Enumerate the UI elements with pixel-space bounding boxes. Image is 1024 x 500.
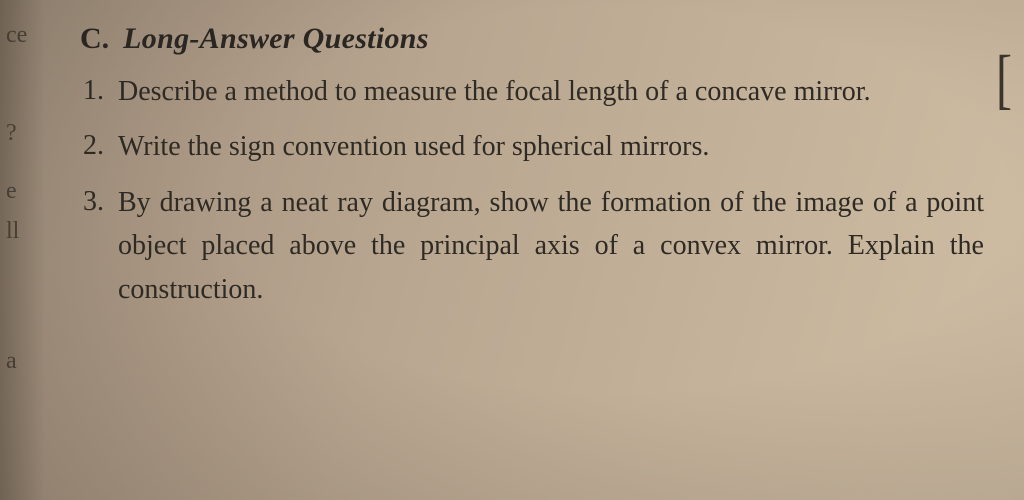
question-text: By drawing a neat ray diagram, show the …: [118, 181, 984, 311]
question-number: 3.: [76, 181, 118, 223]
page-content: C. Long-Answer Questions 1. Describe a m…: [0, 0, 1024, 343]
section-title: Long-Answer Questions: [123, 22, 429, 56]
section-letter: C.: [80, 22, 109, 56]
question-number: 1.: [76, 70, 118, 112]
question-text: Write the sign convention used for spher…: [118, 125, 984, 168]
left-margin-fragments: ce ? e ll a: [0, 0, 60, 500]
question-number: 2.: [76, 125, 118, 167]
bracket-mark: [: [996, 41, 1012, 118]
margin-frag: ce: [6, 22, 27, 49]
question-item: 3. By drawing a neat ray diagram, show t…: [76, 181, 984, 311]
margin-frag: ll: [6, 218, 19, 245]
question-item: 2. Write the sign convention used for sp…: [76, 125, 984, 168]
section-header: C. Long-Answer Questions: [80, 22, 984, 56]
question-item: 1. Describe a method to measure the foca…: [76, 70, 984, 113]
margin-frag: ?: [6, 120, 17, 147]
margin-frag: a: [6, 348, 17, 375]
question-text: Describe a method to measure the focal l…: [118, 70, 984, 113]
margin-frag: e: [6, 178, 17, 205]
